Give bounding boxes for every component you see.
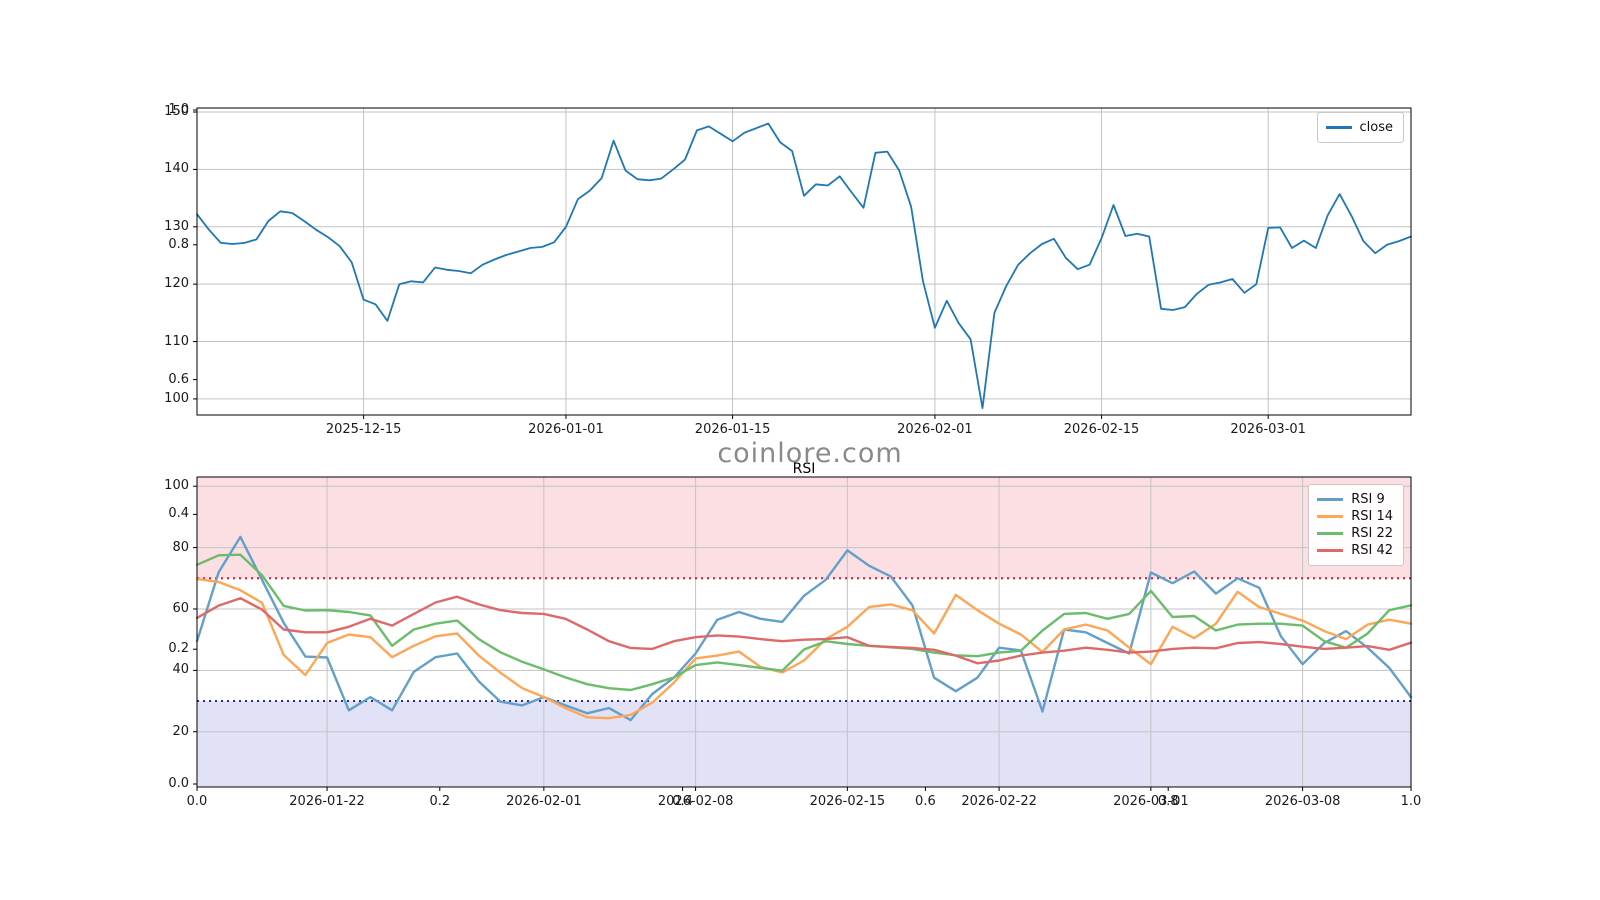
overlay-xtick-label: 0.4 <box>672 794 693 809</box>
ytick-label: 140 <box>164 161 189 177</box>
xtick-label: 2026-03-08 <box>1264 794 1341 809</box>
ytick-label: 100 <box>164 478 189 494</box>
rsi-14-line <box>195 577 1413 720</box>
ytick-label: 20 <box>172 723 189 739</box>
overlay-ytick-label: 0.8 <box>168 236 189 252</box>
overlay-ytick-label: 0.4 <box>168 506 189 522</box>
legend-label: close <box>1359 120 1393 135</box>
rsi-22-line <box>195 553 1413 692</box>
legend-line-sample <box>1325 126 1352 129</box>
overlay-xtick-label: 0.2 <box>429 794 451 809</box>
xtick-label: 2026-02-15 <box>1063 422 1140 437</box>
rsi-42-line <box>195 595 1413 665</box>
legend-entry: close <box>1325 120 1393 135</box>
overlay-xtick-label: 0.6 <box>915 794 936 809</box>
axes-frame <box>196 107 1412 416</box>
legend-entry: RSI 22 <box>1317 526 1393 541</box>
legend-line-sample <box>1317 532 1344 535</box>
xtick-label: 2026-01-01 <box>528 422 604 437</box>
xtick-label: 2026-02-08 <box>657 794 734 809</box>
ytick-label: 130 <box>164 218 189 234</box>
xtick-label: 2026-02-15 <box>809 794 886 809</box>
overlay-ytick-label: 1.0 <box>168 102 189 117</box>
ytick-label: 150 <box>164 104 189 120</box>
close-legend: close <box>1316 112 1404 143</box>
ytick-label: 110 <box>164 333 189 349</box>
legend-label: RSI 22 <box>1351 526 1393 541</box>
xtick-label: 2025-12-15 <box>325 422 402 437</box>
axes-frame <box>196 476 1412 788</box>
rsi-legend: RSI 9 RSI 14 RSI 22 RSI 42 <box>1308 484 1404 566</box>
xtick-label: 2026-02-01 <box>897 422 973 437</box>
legend-entry: RSI 9 <box>1317 492 1393 507</box>
chart-1 <box>193 476 1413 791</box>
xtick-label: 2026-03-01 <box>1230 422 1306 437</box>
ytick-label: 80 <box>172 539 189 555</box>
legend-label: RSI 14 <box>1351 509 1393 524</box>
rsi-panel-title: RSI <box>792 461 816 477</box>
overlay-xtick-label: 0.8 <box>1157 794 1179 809</box>
oversold-band <box>197 701 1411 787</box>
legend-line-sample <box>1317 549 1344 552</box>
xtick-label: 2026-03-01 <box>1113 794 1189 809</box>
ytick-label: 40 <box>172 662 189 678</box>
legend-label: RSI 9 <box>1351 492 1385 507</box>
legend-entry: RSI 42 <box>1317 543 1393 558</box>
xtick-label: 2026-02-22 <box>961 794 1037 809</box>
ytick-label: 120 <box>164 276 189 292</box>
xtick-label: 2026-01-15 <box>694 422 771 437</box>
ytick-label: 60 <box>172 600 189 616</box>
overbought-band <box>197 477 1411 579</box>
legend-line-sample <box>1317 498 1344 501</box>
close-line <box>196 122 1412 410</box>
overlay-xtick-label: 0.0 <box>186 794 208 809</box>
overlay-ytick-label: 0.2 <box>168 641 189 657</box>
chart-0 <box>193 107 1412 419</box>
rsi-9-line <box>195 535 1413 722</box>
xtick-label: 2026-02-01 <box>506 794 582 809</box>
overlay-xtick-label: 1.0 <box>1400 794 1422 809</box>
legend-label: RSI 42 <box>1351 543 1393 558</box>
watermark: coinlore.com <box>717 438 903 469</box>
xtick-label: 2026-01-22 <box>289 794 365 809</box>
overlay-ytick-label: 0.0 <box>168 776 189 791</box>
legend-entry: RSI 14 <box>1317 509 1393 524</box>
overlay-ytick-label: 0.6 <box>168 371 189 387</box>
legend-line-sample <box>1317 515 1344 518</box>
ytick-label: 100 <box>164 390 189 406</box>
